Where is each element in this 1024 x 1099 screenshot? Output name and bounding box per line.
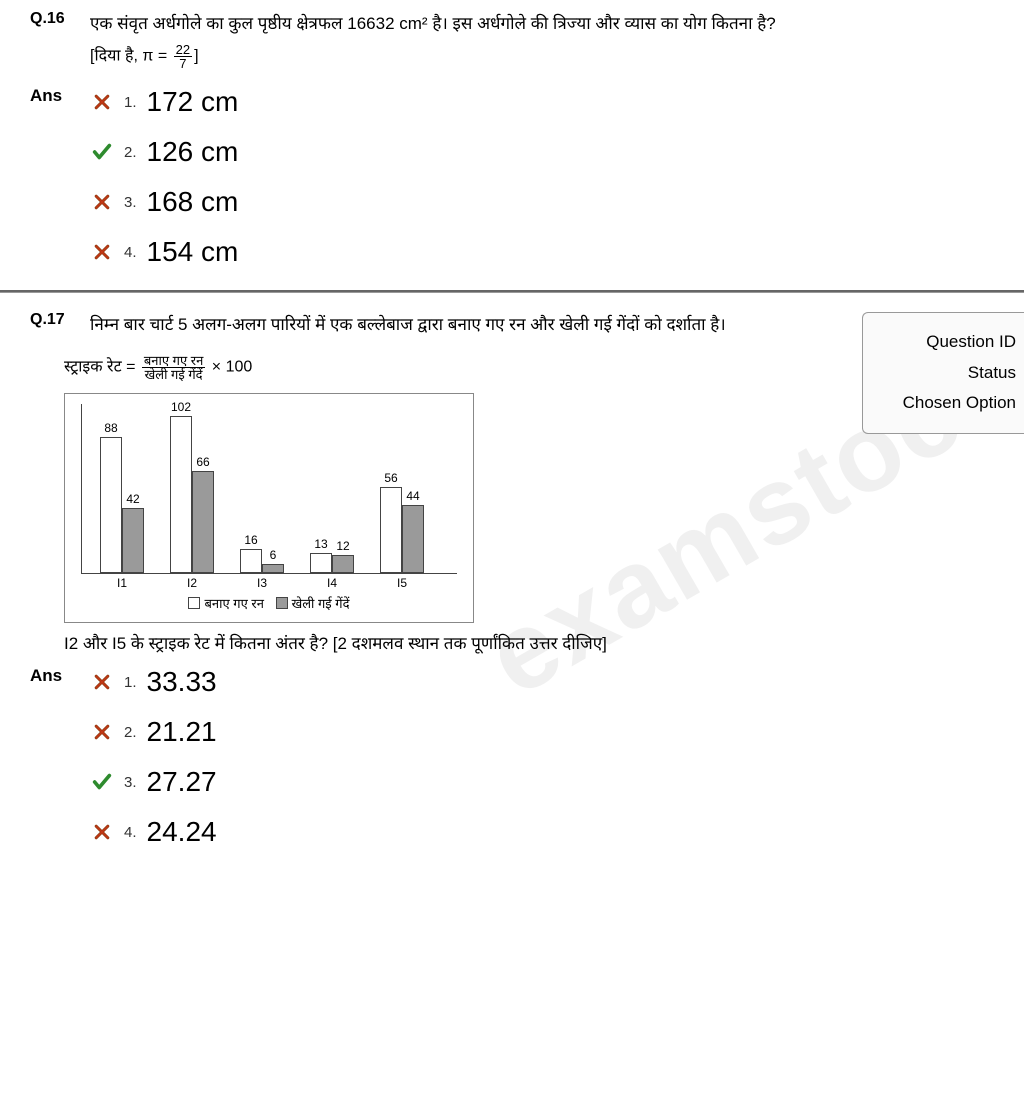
q17-answers: Ans 1. 33.33 2. 21.21 3. 27.27 4. 24.24 <box>0 658 1024 856</box>
legend-balls: खेली गई गेंदें <box>292 594 350 612</box>
bar-runs <box>240 549 262 574</box>
bar-value-label: 16 <box>238 533 264 547</box>
option-value: 154 cm <box>147 236 239 268</box>
check-icon <box>90 140 114 164</box>
check-icon <box>90 770 114 794</box>
cross-icon <box>90 190 114 214</box>
question-info-box: Question ID Status Chosen Option <box>862 312 1024 434</box>
bar-balls <box>332 555 354 574</box>
bar-balls <box>402 505 424 573</box>
info-chosen-option: Chosen Option <box>903 388 1016 419</box>
bar-value-label: 6 <box>260 548 286 562</box>
section-divider <box>0 290 1024 293</box>
legend-runs: बनाए गए रन <box>204 594 263 612</box>
ans-label: Ans <box>30 666 72 848</box>
question-16: Q.16 एक संवृत अर्धगोले का कुल पृष्ठीय क्… <box>0 0 1024 78</box>
answer-option[interactable]: 1. 33.33 <box>90 666 217 698</box>
x-axis-label: I5 <box>372 576 432 590</box>
bar-value-label: 66 <box>190 455 216 469</box>
bar-runs <box>100 437 122 573</box>
option-value: 27.27 <box>147 766 217 798</box>
bar-value-label: 56 <box>378 471 404 485</box>
bar-value-label: 42 <box>120 492 146 506</box>
bar-value-label: 44 <box>400 489 426 503</box>
option-number: 4. <box>124 244 137 261</box>
cross-icon <box>90 820 114 844</box>
option-value: 21.21 <box>147 716 217 748</box>
answer-option[interactable]: 3. 27.27 <box>90 766 217 798</box>
cross-icon <box>90 240 114 264</box>
option-value: 126 cm <box>147 136 239 168</box>
option-number: 1. <box>124 94 137 111</box>
x-axis-label: I4 <box>302 576 362 590</box>
info-status: Status <box>903 358 1016 389</box>
bar-runs <box>310 553 332 573</box>
answer-option[interactable]: 2. 126 cm <box>90 136 238 168</box>
option-value: 33.33 <box>147 666 217 698</box>
option-number: 1. <box>124 674 137 691</box>
option-number: 2. <box>124 724 137 741</box>
bar-value-label: 12 <box>330 539 356 553</box>
answer-option[interactable]: 3. 168 cm <box>90 186 238 218</box>
x-axis-label: I3 <box>232 576 292 590</box>
bar-balls <box>262 564 284 573</box>
chart-legend: बनाए गए रन खेली गई गेंदें <box>75 594 463 612</box>
bar-balls <box>122 508 144 573</box>
q17-sub-question: I2 और I5 के स्ट्राइक रेट में कितना अंतर … <box>64 631 1024 654</box>
cross-icon <box>90 670 114 694</box>
option-number: 3. <box>124 194 137 211</box>
cross-icon <box>90 90 114 114</box>
option-value: 168 cm <box>147 186 239 218</box>
info-question-id: Question ID <box>903 327 1016 358</box>
q17-number: Q.17 <box>30 311 80 329</box>
option-value: 24.24 <box>147 816 217 848</box>
x-axis-label: I2 <box>162 576 222 590</box>
ans-label: Ans <box>30 86 72 268</box>
option-number: 4. <box>124 824 137 841</box>
answer-option[interactable]: 2. 21.21 <box>90 716 217 748</box>
q16-number: Q.16 <box>30 10 80 28</box>
q16-text: एक संवृत अर्धगोले का कुल पृष्ठीय क्षेत्र… <box>90 10 776 37</box>
bar-runs <box>170 416 192 574</box>
q16-answers: Ans 1. 172 cm 2. 126 cm 3. 168 cm 4. 154 cm <box>0 78 1024 276</box>
bar-runs <box>380 487 402 574</box>
cross-icon <box>90 720 114 744</box>
q17-text: निम्न बार चार्ट 5 अलग-अलग पारियों में एक… <box>90 311 726 338</box>
answer-option[interactable]: 1. 172 cm <box>90 86 238 118</box>
option-number: 2. <box>124 144 137 161</box>
bar-chart: 8842I110266I2166I31312I45644I5 बनाए गए र… <box>64 393 474 623</box>
q16-given: [दिया है, π = 227] <box>90 43 994 70</box>
bar-value-label: 88 <box>98 421 124 435</box>
answer-option[interactable]: 4. 24.24 <box>90 816 217 848</box>
option-value: 172 cm <box>147 86 239 118</box>
bar-balls <box>192 471 214 573</box>
x-axis-label: I1 <box>92 576 152 590</box>
option-number: 3. <box>124 774 137 791</box>
bar-value-label: 102 <box>168 400 194 414</box>
answer-option[interactable]: 4. 154 cm <box>90 236 238 268</box>
